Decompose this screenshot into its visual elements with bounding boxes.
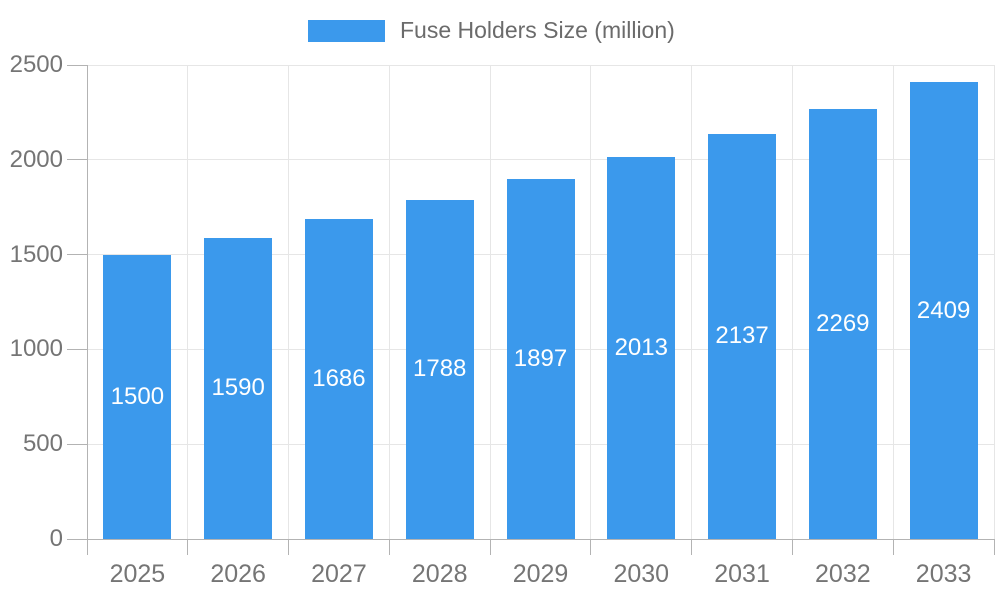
- x-axis-label: 2033: [915, 560, 972, 588]
- gridline-vertical: [489, 65, 491, 539]
- bar-2027[interactable]: 1686: [304, 219, 373, 539]
- x-axis-tick: [187, 539, 189, 555]
- bar-value-label: 1897: [513, 345, 568, 373]
- bar-value-label: 2409: [916, 296, 971, 324]
- x-axis-tick: [993, 539, 995, 555]
- x-axis-tick: [489, 539, 491, 555]
- bar-2029[interactable]: 1897: [506, 179, 575, 539]
- x-axis-tick: [691, 539, 693, 555]
- legend-swatch: [308, 19, 385, 42]
- x-axis-label: 2028: [411, 560, 468, 588]
- x-axis-baseline: [87, 538, 994, 540]
- gridline-vertical: [993, 65, 995, 539]
- gridline-vertical: [691, 65, 693, 539]
- bar-value-label: 2013: [614, 334, 668, 362]
- gridline-vertical: [388, 65, 390, 539]
- gridline-vertical: [892, 65, 894, 539]
- x-axis-label: 2030: [613, 560, 670, 588]
- gridline-vertical: [590, 65, 592, 539]
- y-axis-tick: [67, 64, 87, 66]
- bar-2028[interactable]: 1788: [405, 199, 474, 539]
- bar-value-label: 1590: [211, 374, 265, 402]
- y-axis-tick: [67, 538, 87, 540]
- bar-2026[interactable]: 1590: [204, 237, 273, 539]
- x-axis-tick: [590, 539, 592, 555]
- gridline-vertical: [288, 65, 290, 539]
- y-axis-tick-label: 0: [49, 525, 63, 552]
- x-axis-label: 2026: [210, 560, 266, 588]
- x-axis-tick: [892, 539, 894, 555]
- bar-2030[interactable]: 2013: [607, 157, 676, 539]
- y-axis-line: [86, 65, 88, 555]
- bar-value-label: 1500: [110, 382, 165, 410]
- bar-value-label: 1686: [312, 365, 366, 393]
- bar-2033[interactable]: 2409: [909, 82, 978, 539]
- x-axis-tick: [388, 539, 390, 555]
- y-axis-tick-label: 2500: [9, 51, 63, 78]
- y-axis-tick: [67, 159, 87, 161]
- x-axis-tick: [791, 539, 793, 555]
- legend-item[interactable]: Fuse Holders Size (million): [308, 17, 675, 44]
- y-axis-tick: [67, 254, 87, 256]
- gridline-horizontal: [87, 64, 994, 66]
- x-axis-label: 2025: [109, 560, 166, 588]
- y-axis-tick-label: 2000: [9, 145, 63, 173]
- gridline-vertical: [187, 65, 189, 539]
- y-axis-tick-label: 500: [22, 430, 63, 458]
- bar-2025[interactable]: 1500: [103, 254, 172, 539]
- bar-value-label: 2137: [715, 322, 769, 350]
- x-axis-label: 2029: [512, 560, 569, 588]
- x-axis-label: 2027: [311, 560, 367, 588]
- bar-2031[interactable]: 2137: [708, 133, 777, 539]
- x-axis-label: 2032: [815, 560, 871, 588]
- legend-label: Fuse Holders Size (million): [400, 17, 675, 43]
- gridline-vertical: [791, 65, 793, 539]
- gridline-horizontal: [87, 159, 994, 161]
- y-axis-tick-label: 1500: [9, 240, 63, 268]
- x-axis-tick: [288, 539, 290, 555]
- bar-value-label: 2269: [816, 309, 870, 337]
- y-axis-tick: [67, 348, 87, 350]
- bar-value-label: 1788: [413, 355, 467, 383]
- y-axis-tick: [67, 443, 87, 445]
- y-axis-tick-label: 1000: [9, 335, 63, 363]
- bar-2032[interactable]: 2269: [808, 108, 877, 539]
- x-axis-label: 2031: [714, 560, 770, 588]
